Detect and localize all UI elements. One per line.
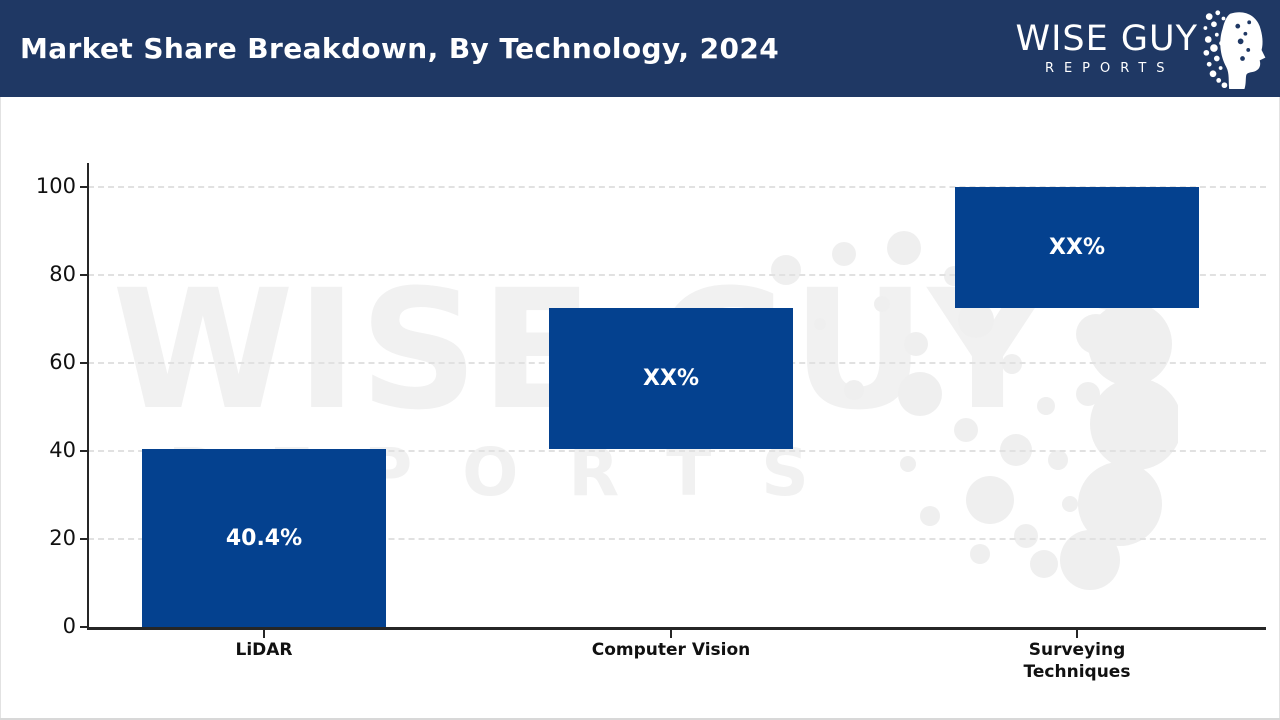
bar-label: XX% <box>1049 235 1105 260</box>
y-tickmark <box>80 362 88 364</box>
y-tickmark <box>80 186 88 188</box>
y-tick-label: 0 <box>62 614 76 638</box>
x-category-label: Surveying Techniques <box>1023 640 1131 682</box>
y-tickmark <box>80 538 88 540</box>
gridline-y80 <box>88 274 1266 276</box>
y-tick-label: 40 <box>49 438 76 462</box>
x-tickmark <box>1076 630 1078 638</box>
logo-face-icon <box>1203 9 1266 89</box>
gridline-y40 <box>88 450 1266 452</box>
wiseguy-logo: WISE GUY REPORTS <box>1015 9 1266 89</box>
bar-computer-vision: XX% <box>549 308 793 450</box>
x-tickmark <box>263 630 265 638</box>
logo-text: WISE GUY REPORTS <box>1015 18 1198 76</box>
bar-lidar: 40.4% <box>142 449 386 627</box>
y-tickmark <box>80 274 88 276</box>
y-tick-label: 20 <box>49 526 76 550</box>
x-tickmark <box>670 630 672 638</box>
y-tickmark <box>80 450 88 452</box>
x-axis-line <box>87 627 1266 630</box>
bar-surveying-techniques: XX% <box>955 187 1199 308</box>
x-category-label: LiDAR <box>235 640 293 660</box>
y-tick-label: 100 <box>35 174 76 198</box>
logo-subtext: REPORTS <box>1044 60 1175 76</box>
watermark-face-dots <box>771 231 1178 590</box>
x-category-label: Computer Vision <box>591 640 751 660</box>
y-tickmark <box>80 626 88 628</box>
y-tick-label: 80 <box>49 262 76 286</box>
y-tick-label: 60 <box>49 350 76 374</box>
header-bar: Market Share Breakdown, By Technology, 2… <box>0 0 1280 97</box>
y-axis-line <box>87 163 89 630</box>
bar-label: 40.4% <box>225 525 303 551</box>
logo-wordmark: WISE GUY <box>1015 18 1198 59</box>
gridline-y100 <box>88 186 1266 188</box>
gridline-y20 <box>88 538 1266 540</box>
bar-label: XX% <box>643 366 699 392</box>
page-title: Market Share Breakdown, By Technology, 2… <box>20 32 780 65</box>
